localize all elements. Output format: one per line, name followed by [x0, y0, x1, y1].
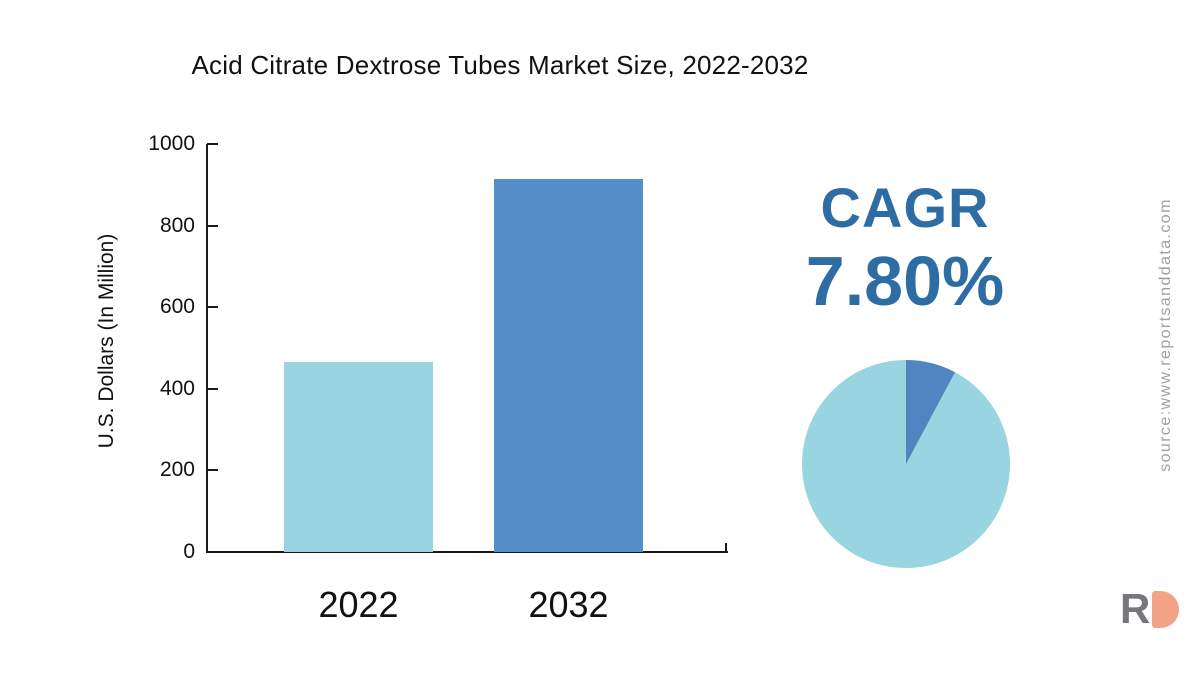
brand-logo: R — [1120, 585, 1180, 632]
source-note: source:www.reportsanddata.com — [1157, 198, 1174, 472]
bar-2022 — [284, 362, 433, 552]
y-tick-mark — [207, 469, 218, 472]
y-tick-label: 1000 — [148, 132, 195, 155]
x-axis-end-tick — [725, 543, 727, 551]
y-tick-label: 0 — [183, 540, 195, 563]
bar-2032 — [494, 179, 643, 552]
x-tick-label-2032: 2032 — [528, 584, 609, 625]
y-tick-mark — [207, 143, 218, 145]
y-tick-mark — [207, 306, 218, 309]
x-tick-label-2022: 2022 — [318, 584, 399, 625]
y-tick-mark — [207, 387, 218, 390]
y-tick-mark — [207, 224, 218, 227]
x-axis-line — [206, 551, 728, 553]
cagr-label: CAGR — [820, 176, 990, 239]
cagr-block: CAGR 7.80% — [805, 176, 1005, 320]
y-tick-label: 800 — [159, 213, 195, 237]
y-tick-label: 400 — [159, 376, 195, 400]
logo-d-shape — [1152, 590, 1180, 628]
pie-chart — [802, 360, 1010, 568]
y-axis-title: U.S. Dollars (In Million) — [95, 233, 118, 449]
logo-letter-r: R — [1120, 585, 1151, 632]
y-tick-label: 600 — [159, 295, 195, 319]
cagr-value: 7.80% — [805, 242, 1005, 320]
chart-title: Acid Citrate Dextrose Tubes Market Size,… — [191, 50, 809, 80]
pie-cagr-slice — [906, 360, 955, 464]
y-tick-label: 200 — [159, 458, 195, 482]
y-axis-line — [206, 144, 208, 553]
